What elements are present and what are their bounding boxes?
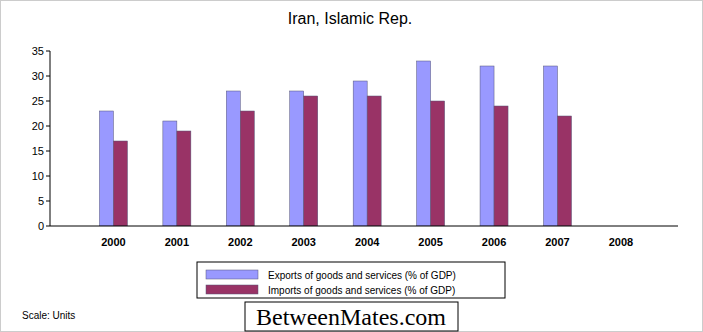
y-tick bbox=[46, 126, 50, 127]
chart-title: Iran, Islamic Rep. bbox=[288, 10, 412, 27]
x-tick-label: 2000 bbox=[101, 236, 125, 248]
x-tick-label: 2003 bbox=[291, 236, 315, 248]
legend-swatch bbox=[206, 285, 258, 294]
y-tick-label: 5 bbox=[38, 195, 44, 207]
y-tick-label: 10 bbox=[32, 170, 44, 182]
bar bbox=[543, 66, 557, 226]
bar bbox=[304, 96, 318, 226]
y-tick bbox=[46, 201, 50, 202]
y-tick bbox=[46, 151, 50, 152]
x-tick-label: 2001 bbox=[165, 236, 189, 248]
legend: Exports of goods and services (% of GDP)… bbox=[197, 262, 505, 298]
background bbox=[0, 0, 703, 332]
legend-label: Exports of goods and services (% of GDP) bbox=[268, 270, 456, 281]
y-tick-label: 15 bbox=[32, 145, 44, 157]
bar bbox=[240, 111, 254, 226]
y-tick bbox=[46, 51, 50, 52]
bar bbox=[417, 61, 431, 226]
legend-label: Imports of goods and services (% of GDP) bbox=[268, 285, 455, 296]
bar bbox=[99, 111, 113, 226]
watermark-box bbox=[245, 302, 458, 331]
bar bbox=[177, 131, 191, 226]
x-axis-line bbox=[50, 226, 678, 227]
y-tick-label: 0 bbox=[38, 220, 44, 232]
bar bbox=[431, 101, 445, 226]
bar bbox=[163, 121, 177, 226]
y-tick-label: 25 bbox=[32, 95, 44, 107]
x-tick-label: 2005 bbox=[418, 236, 442, 248]
x-tick-label: 2006 bbox=[482, 236, 506, 248]
y-tick-label: 20 bbox=[32, 120, 44, 132]
x-tick-label: 2007 bbox=[545, 236, 569, 248]
y-axis-line bbox=[50, 51, 51, 226]
bar bbox=[557, 116, 571, 226]
chart-container: Iran, Islamic Rep. 0 5 10 15 20 25 30 35 2000 2001… bbox=[0, 0, 703, 332]
x-tick-label: 2008 bbox=[609, 236, 633, 248]
bar bbox=[480, 66, 494, 226]
scale-note: Scale: Units bbox=[22, 310, 75, 321]
bar bbox=[367, 96, 381, 226]
bar bbox=[113, 141, 127, 226]
outer-border bbox=[1, 1, 703, 332]
y-tick bbox=[46, 101, 50, 102]
x-tick-label: 2004 bbox=[355, 236, 380, 248]
x-tick-label: 2002 bbox=[228, 236, 252, 248]
chart-svg: Iran, Islamic Rep. 0 5 10 15 20 25 30 35 2000 2001… bbox=[0, 0, 703, 332]
bar bbox=[353, 81, 367, 226]
y-tick bbox=[46, 176, 50, 177]
legend-swatch bbox=[206, 270, 258, 279]
y-tick-label: 35 bbox=[32, 45, 44, 57]
bar bbox=[226, 91, 240, 226]
legend-box bbox=[197, 262, 505, 298]
watermark: BetweenMates.com bbox=[256, 304, 446, 330]
bar bbox=[494, 106, 508, 226]
y-tick-label: 30 bbox=[32, 70, 44, 82]
bar bbox=[290, 91, 304, 226]
y-tick bbox=[46, 226, 50, 227]
y-tick bbox=[46, 76, 50, 77]
bars-group bbox=[99, 61, 571, 226]
